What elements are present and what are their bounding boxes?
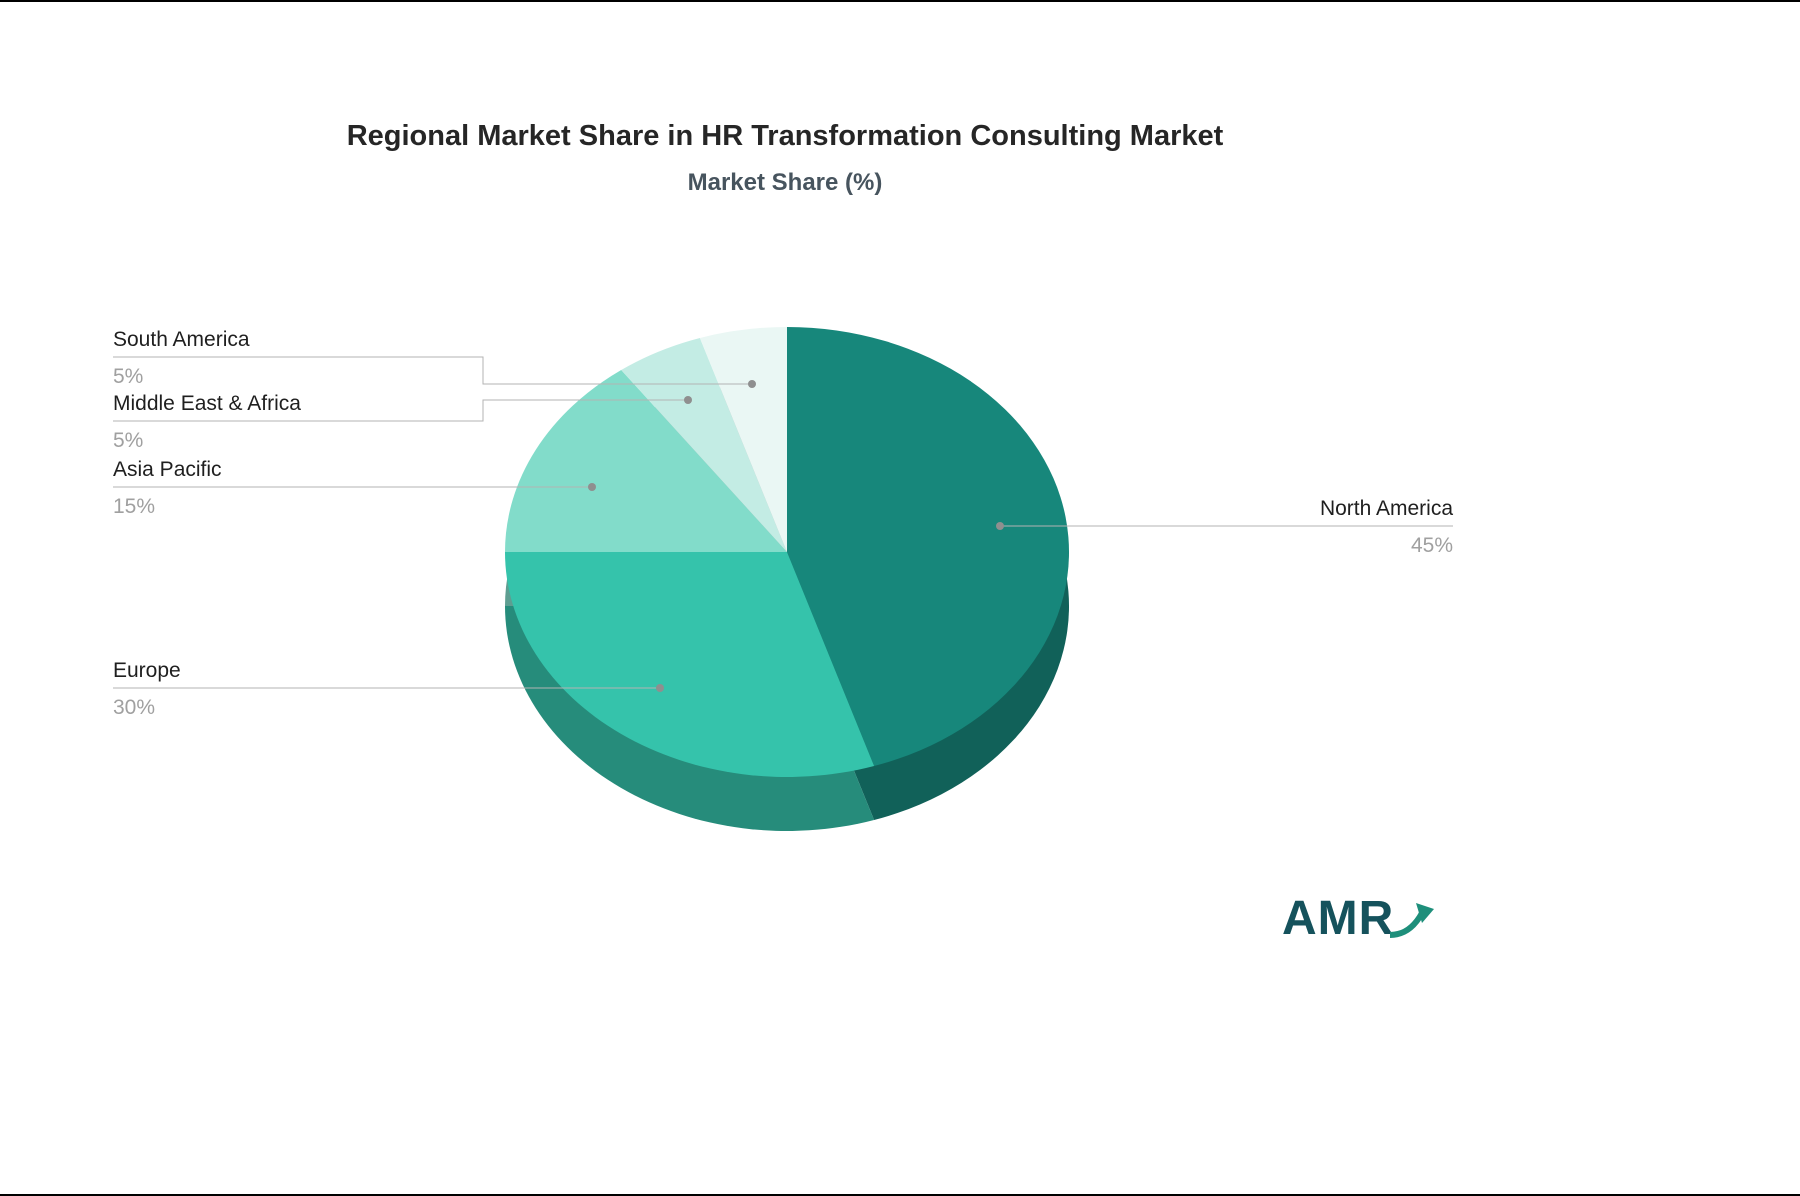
slice-dot-north-america <box>996 522 1004 530</box>
slice-label-north-america: North America <box>1319 497 1453 520</box>
top-border <box>0 0 1800 2</box>
logo-arrow-icon <box>1390 903 1435 938</box>
pie-slice-north-america <box>787 327 1070 766</box>
leader-line-middle-east-africa <box>113 399 688 422</box>
slice-dot-middle-east-africa <box>684 396 692 404</box>
slice-dot-south-america <box>748 380 756 388</box>
slice-label-asia-pacific: Asia Pacific <box>113 458 222 481</box>
slice-value-asia-pacific: 15% <box>113 495 156 518</box>
slice-value-europe: 30% <box>113 696 156 719</box>
slice-value-south-america: 5% <box>113 365 144 388</box>
pie-slice-middle-east-africa <box>621 338 787 552</box>
pie-slice-south-america <box>699 327 787 552</box>
chart-title: Regional Market Share in HR Transformati… <box>346 120 1224 152</box>
slice-value-middle-east-africa: 5% <box>113 429 144 452</box>
leader-line-south-america <box>113 356 752 385</box>
pie-slice-europe <box>505 552 875 778</box>
amr-logo: AMR <box>1282 893 1436 945</box>
slice-dot-europe <box>656 684 664 692</box>
pie-slice-asia-pacific <box>505 370 787 552</box>
slice-dot-asia-pacific <box>588 483 596 491</box>
bottom-border <box>0 1194 1800 1196</box>
slice-label-middle-east-africa: Middle East & Africa <box>113 392 301 415</box>
chart-subtitle: Market Share (%) <box>687 169 883 196</box>
slice-value-north-america: 45% <box>1410 534 1453 557</box>
slice-label-south-america: South America <box>113 328 250 351</box>
slice-label-europe: Europe <box>113 659 181 682</box>
logo-text: AMR <box>1282 892 1395 945</box>
